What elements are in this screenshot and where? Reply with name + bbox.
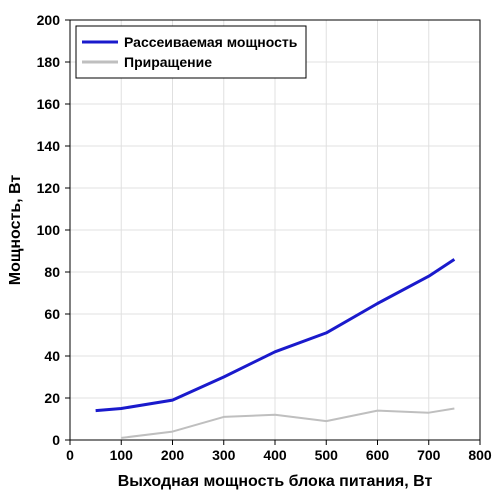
y-tick: 40 — [44, 348, 60, 364]
x-tick: 100 — [110, 447, 134, 463]
x-tick: 700 — [417, 447, 441, 463]
x-tick: 300 — [212, 447, 236, 463]
y-tick: 60 — [44, 306, 60, 322]
y-tick: 80 — [44, 264, 60, 280]
x-tick: 0 — [66, 447, 74, 463]
y-axis-label: Мощность, Вт — [7, 175, 24, 286]
line-chart: 0 100 200 300 400 500 600 700 800 0 20 40 60 80 100 12… — [0, 0, 500, 500]
x-tick: 800 — [468, 447, 492, 463]
y-tick: 180 — [37, 54, 61, 70]
x-tick-labels: 0 100 200 300 400 500 600 700 800 — [66, 447, 492, 463]
x-tick: 600 — [366, 447, 390, 463]
legend: Рассеиваемая мощность Приращение — [76, 26, 306, 78]
x-tick: 500 — [315, 447, 339, 463]
x-axis-label: Выходная мощность блока питания, Вт — [118, 473, 433, 490]
legend-label-0: Рассеиваемая мощность — [124, 34, 298, 50]
y-tick: 100 — [37, 222, 61, 238]
x-tick: 400 — [263, 447, 287, 463]
legend-label-1: Приращение — [124, 54, 212, 70]
x-tick: 200 — [161, 447, 185, 463]
y-tick: 200 — [37, 12, 61, 28]
y-tick: 160 — [37, 96, 61, 112]
y-tick: 120 — [37, 180, 61, 196]
y-tick: 20 — [44, 390, 60, 406]
y-tick: 140 — [37, 138, 61, 154]
y-tick: 0 — [52, 432, 60, 448]
